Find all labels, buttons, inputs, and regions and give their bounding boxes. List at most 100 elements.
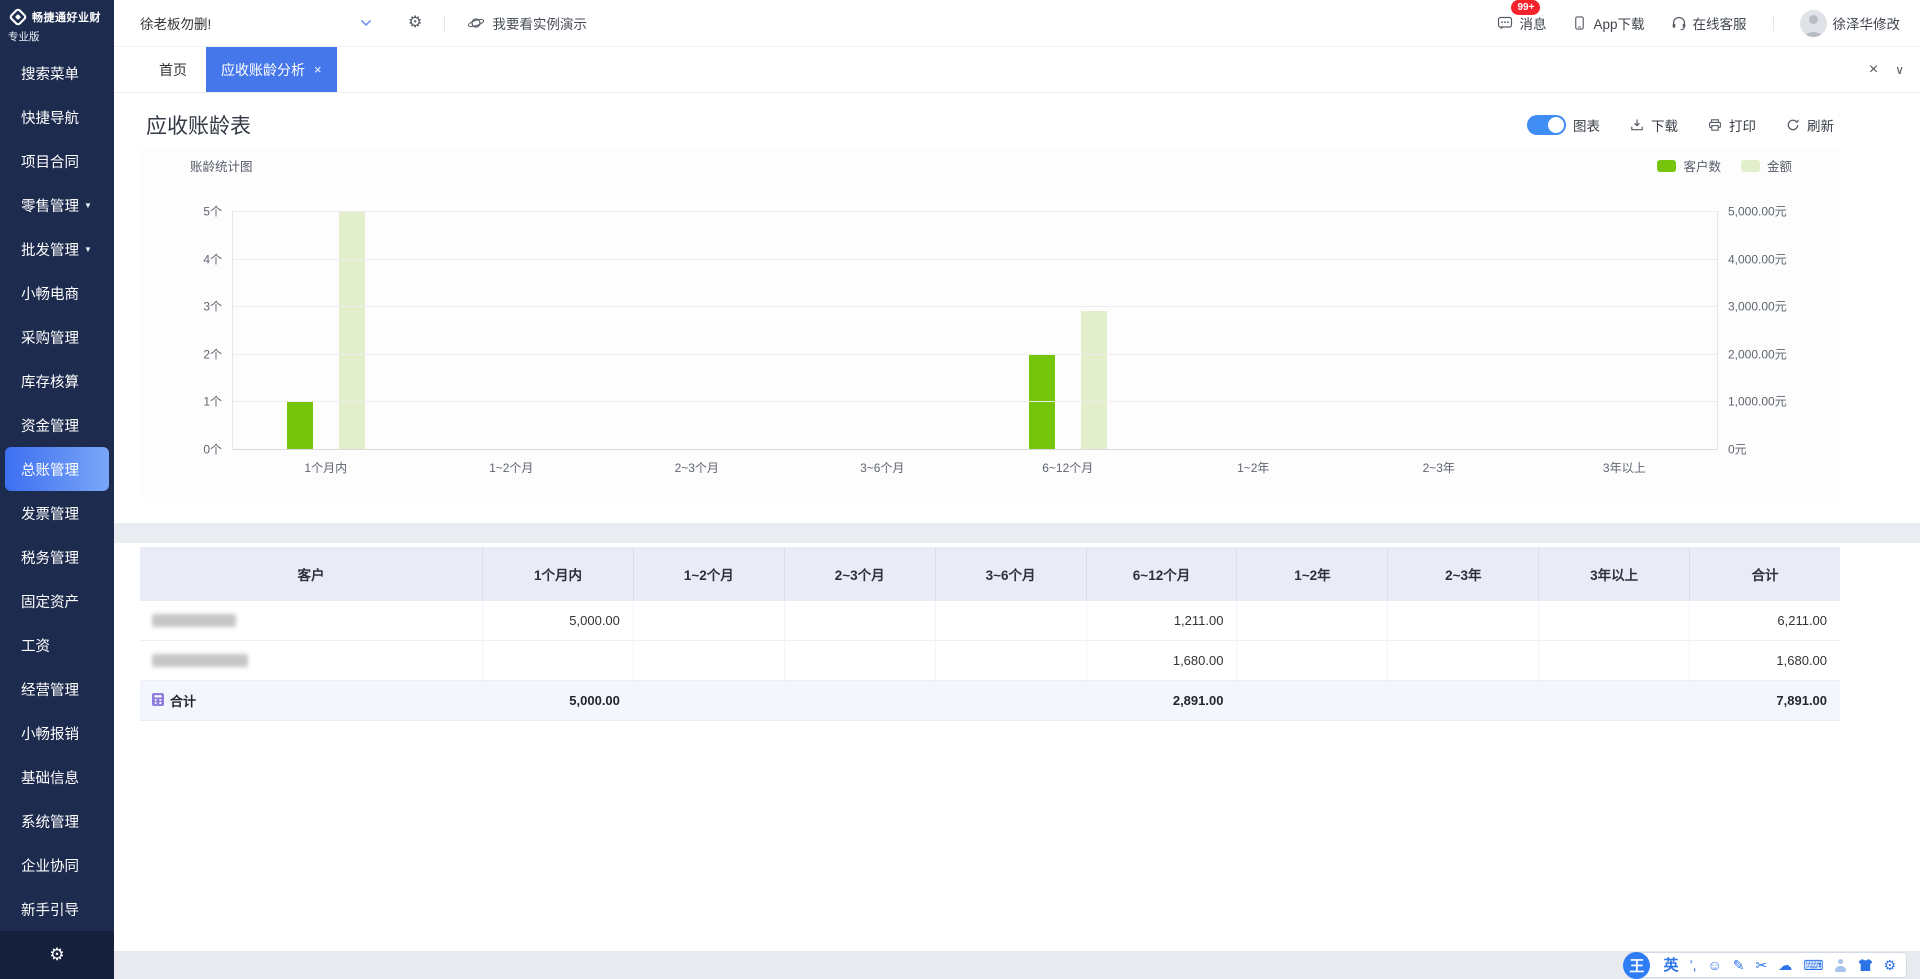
ime-logo[interactable]: 王 <box>1623 951 1651 979</box>
sidebar-item-系统管理[interactable]: 系统管理 <box>0 799 114 843</box>
column-header-1~2年: 1~2年 <box>1236 547 1387 601</box>
left-axis-tick: 2个 <box>203 347 222 362</box>
tab-list-chevron-icon[interactable]: ∨ <box>1895 62 1904 77</box>
x-axis-label: 2~3个月 <box>674 461 719 475</box>
brand-diamond-icon <box>8 7 28 27</box>
sidebar-item-工资[interactable]: 工资 <box>0 623 114 667</box>
table-body: 5,000.00 1,211.00 6,211.00 1,680.00 1,680.00… <box>140 601 1840 721</box>
sidebar-item-快捷导航[interactable]: 快捷导航 <box>0 95 114 139</box>
table-total-cell <box>632 681 784 720</box>
sidebar-item-label: 发票管理 <box>21 506 79 523</box>
customer-cell <box>140 641 482 680</box>
gridline <box>233 211 1717 212</box>
legend-item-客户数[interactable]: 客户数 <box>1657 156 1721 175</box>
app-download-label: App下载 <box>1593 17 1645 32</box>
tab-home[interactable]: 首页 <box>140 47 206 92</box>
sidebar-item-项目合同[interactable]: 项目合同 <box>0 139 114 183</box>
chevron-down-icon: ▼ <box>84 200 92 210</box>
online-service-button[interactable]: 在线客服 <box>1671 13 1747 33</box>
close-all-tabs-icon[interactable]: × <box>1868 60 1879 78</box>
table-row[interactable]: 5,000.00 1,211.00 6,211.00 <box>140 601 1840 641</box>
scissors-icon[interactable]: ✂ <box>1755 957 1768 973</box>
sidebar-item-基础信息[interactable]: 基础信息 <box>0 755 114 799</box>
sidebar-item-搜索菜单[interactable]: 搜索菜单 <box>0 51 114 95</box>
total-label: 合计 <box>170 694 197 709</box>
x-axis-label: 1~2个月 <box>489 461 534 475</box>
app-download-button[interactable]: App下载 <box>1572 13 1645 33</box>
chart-slots: 1个月内 1~2个月 2~3个月 3~6个月 6~12个月 1~2年 2~3年 3年以上 <box>233 211 1717 475</box>
table-cell <box>482 641 633 680</box>
sidebar-item-库存核算[interactable]: 库存核算 <box>0 359 114 403</box>
gridline <box>233 306 1717 308</box>
sidebar-item-经营管理[interactable]: 经营管理 <box>0 667 114 711</box>
sidebar-menu: 搜索菜单快捷导航项目合同 零售管理 ▼ 批发管理 ▼ 小畅电商 采购管理 库存核算 资金管理 总账… <box>0 51 114 931</box>
tab-close-icon[interactable]: × <box>314 62 322 77</box>
right-axis-tick: 1,000.00元 <box>1728 394 1787 409</box>
phone-icon <box>1572 15 1587 31</box>
table-cell <box>934 641 1086 680</box>
sidebar-item-小畅电商[interactable]: 小畅电商 <box>0 271 114 315</box>
keyboard-icon[interactable]: ⌨ <box>1803 957 1824 973</box>
gear-icon[interactable]: ⚙ <box>408 14 423 31</box>
x-axis-label: 1个月内 <box>304 461 348 475</box>
sidebar-item-资金管理[interactable]: 资金管理 <box>0 403 114 447</box>
divider <box>1772 15 1774 31</box>
chart-category-slot: 1个月内 <box>233 211 419 475</box>
table-cell <box>1387 641 1538 680</box>
table-total-row: 合计 5,000.00 2,891.00 7,891.00 <box>140 681 1840 721</box>
legend-label: 客户数 <box>1683 160 1721 174</box>
tab-aging-analysis-label: 应收账龄分析 <box>221 61 305 78</box>
tab-aging-analysis[interactable]: 应收账龄分析 × <box>206 47 337 92</box>
sidebar-item-企业协同[interactable]: 企业协同 <box>0 843 114 887</box>
download-button[interactable]: 下载 <box>1630 115 1678 135</box>
table-total-cell <box>1236 681 1387 720</box>
sidebar-item-总账管理[interactable]: 总账管理 <box>5 447 109 491</box>
table-row[interactable]: 1,680.00 1,680.00 <box>140 641 1840 681</box>
sidebar-item-label: 快捷导航 <box>21 110 79 127</box>
workspace-dropdown[interactable]: 徐老板勿删! <box>140 13 372 33</box>
gear-icon[interactable]: ⚙ <box>1883 957 1896 973</box>
sidebar-item-label: 企业协同 <box>21 858 79 875</box>
column-header-1个月内: 1个月内 <box>482 547 633 601</box>
cloud-icon[interactable]: ☁ <box>1778 957 1793 973</box>
table-cell: 1,680.00 <box>1085 641 1237 680</box>
emoji-icon[interactable]: ☺ <box>1707 957 1722 973</box>
chart-toggle-switch[interactable] <box>1527 115 1566 135</box>
messages-button[interactable]: 99+ 消息 <box>1497 0 1546 33</box>
refresh-button[interactable]: 刷新 <box>1786 115 1834 135</box>
pencil-icon[interactable]: ✎ <box>1732 957 1745 973</box>
settings-gear-icon[interactable]: ⚙ <box>49 945 65 964</box>
sidebar-item-批发管理[interactable]: 批发管理 ▼ <box>0 227 114 271</box>
sidebar-item-小畅报销[interactable]: 小畅报销 <box>0 711 114 755</box>
right-axis-tick: 3,000.00元 <box>1728 299 1787 314</box>
download-icon <box>1630 118 1644 132</box>
user-menu[interactable]: 徐泽华修改 <box>1799 9 1900 37</box>
sidebar-item-label: 系统管理 <box>21 814 79 831</box>
tshirt-icon[interactable] <box>1858 959 1873 971</box>
sidebar-item-采购管理[interactable]: 采购管理 <box>0 315 114 359</box>
x-axis-label: 2~3年 <box>1422 461 1455 475</box>
right-axis-tick: 5,000.00元 <box>1728 204 1787 219</box>
sidebar-item-固定资产[interactable]: 固定资产 <box>0 579 114 623</box>
english-mode-icon[interactable]: 英 <box>1663 956 1679 974</box>
punctuation-icon[interactable]: ’, <box>1689 957 1697 973</box>
gridline <box>233 258 1717 260</box>
sidebar-item-新手引导[interactable]: 新手引导 <box>0 887 114 931</box>
print-label: 打印 <box>1729 119 1756 134</box>
x-axis-label: 1~2年 <box>1237 461 1270 475</box>
brand-name: 畅捷通好业财 <box>32 12 101 24</box>
sidebar-item-税务管理[interactable]: 税务管理 <box>0 535 114 579</box>
bar-chart-plot: 1个月内 1~2个月 2~3个月 3~6个月 6~12个月 1~2年 2~3年 3年以上 0个… <box>203 205 1786 476</box>
column-header-2~3年: 2~3年 <box>1387 547 1538 601</box>
table-total-cell <box>934 681 1086 720</box>
legend-item-金额[interactable]: 金额 <box>1740 156 1792 175</box>
person-icon[interactable] <box>1834 958 1847 972</box>
print-button[interactable]: 打印 <box>1708 115 1756 135</box>
blurred-customer-name <box>152 614 236 627</box>
sidebar-item-发票管理[interactable]: 发票管理 <box>0 491 114 535</box>
main-area: 徐老板勿删! ⚙ 我要看实例演示 99+ 消息 <box>114 0 1920 979</box>
tab-home-label: 首页 <box>159 61 187 78</box>
sidebar-item-零售管理[interactable]: 零售管理 ▼ <box>0 183 114 227</box>
demo-link[interactable]: 我要看实例演示 <box>467 13 587 33</box>
column-header-3~6个月: 3~6个月 <box>934 547 1086 601</box>
